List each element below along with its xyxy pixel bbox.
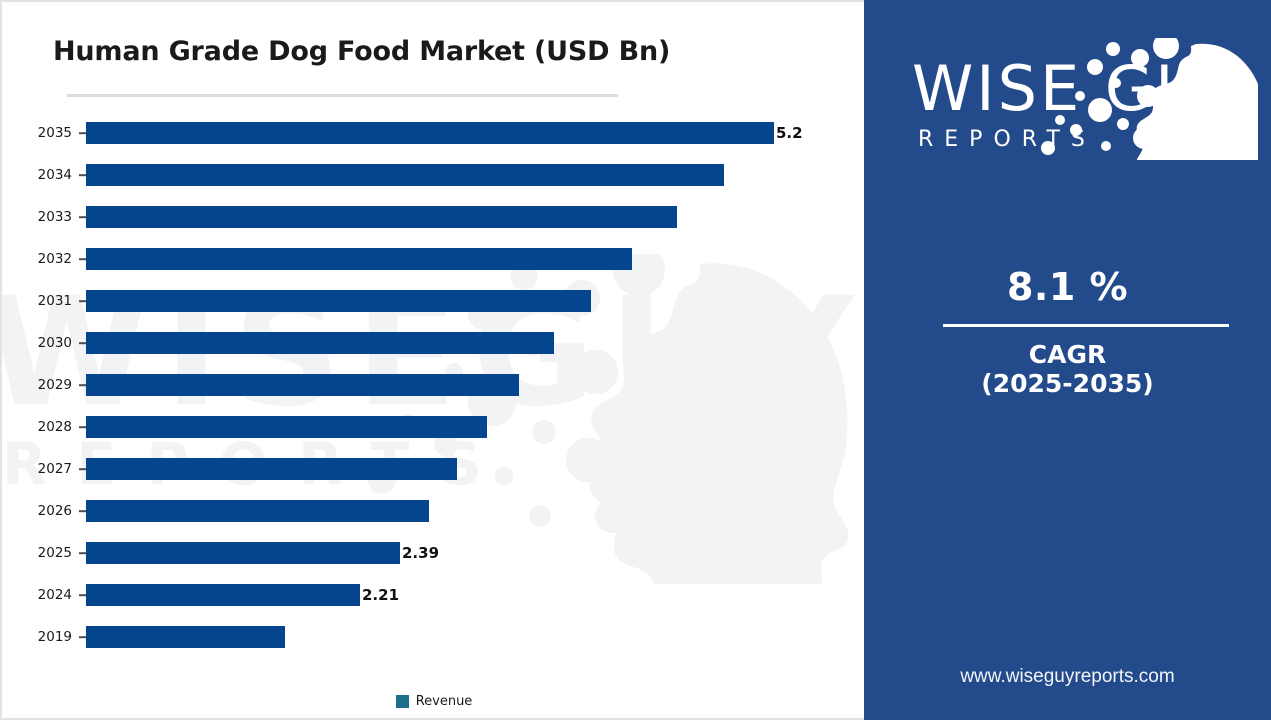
y-axis-tick-label: 2030 (37, 335, 72, 351)
legend-label-revenue: Revenue (415, 694, 473, 709)
wiseguyreports-logo: WISE GUY REPORTS (912, 38, 1258, 160)
bar-revenue-2025 (86, 542, 400, 564)
y-axis-tick-label: 2024 (37, 587, 72, 603)
bar-row: 2028 (2, 406, 864, 448)
y-axis-tick-mark (79, 468, 86, 470)
y-axis-tick-label: 2026 (37, 503, 72, 519)
title-divider (67, 94, 618, 97)
y-axis-tick-label: 2025 (37, 545, 72, 561)
bar-value-label-2024: 2.21 (362, 586, 400, 604)
y-axis-tick-mark (79, 384, 86, 386)
bar-row: 2026 (2, 490, 864, 532)
plot-area: 2035 5.2 2034 2033 2032 2031 2030 2029 2028 2027 2… (2, 112, 864, 664)
bar-row: 2033 (2, 196, 864, 238)
y-axis-tick-mark (79, 342, 86, 344)
y-axis-tick-label: 2027 (37, 461, 72, 477)
y-axis-tick-label: 2031 (37, 293, 72, 309)
bar-row: 2025 2.39 (2, 532, 864, 574)
bar-row: 2024 2.21 (2, 574, 864, 616)
y-axis-tick-label: 2033 (37, 209, 72, 225)
bar-row: 2027 (2, 448, 864, 490)
cagr-label: CAGR (2025-2035) (864, 340, 1271, 398)
bar-revenue-2029 (86, 374, 519, 396)
legend-swatch-revenue (395, 695, 409, 708)
bar-row: 2035 5.2 (2, 112, 864, 154)
y-axis-tick-label: 2032 (37, 251, 72, 267)
y-axis-tick-mark (79, 636, 86, 638)
cagr-value: 8.1 % (1006, 265, 1129, 309)
bar-row: 2031 (2, 280, 864, 322)
bar-value-label-2035: 5.2 (776, 124, 803, 142)
bar-revenue-2026 (86, 500, 429, 522)
cagr-divider (943, 324, 1229, 327)
y-axis-tick-label: 2034 (37, 167, 72, 183)
brand-panel: WISE GUY REPORTS (864, 0, 1271, 720)
bar-row: 2032 (2, 238, 864, 280)
y-axis-tick-mark (79, 132, 86, 134)
y-axis-tick-mark (79, 594, 86, 596)
bar-row: 2034 (2, 154, 864, 196)
svg-text:REPORTS: REPORTS (918, 127, 1096, 152)
y-axis-tick-mark (79, 300, 86, 302)
bar-revenue-2031 (86, 290, 591, 312)
y-axis-tick-mark (79, 552, 86, 554)
y-axis-tick-mark (79, 426, 86, 428)
chart-title: Human Grade Dog Food Market (USD Bn) (53, 36, 671, 67)
y-axis-tick-label: 2019 (37, 629, 72, 645)
bar-revenue-2024 (86, 584, 360, 606)
bar-value-label-2025: 2.39 (402, 544, 440, 562)
bar-revenue-2032 (86, 248, 632, 270)
bar-revenue-2028 (86, 416, 487, 438)
y-axis-tick-label: 2028 (37, 419, 72, 435)
bar-revenue-2034 (86, 164, 724, 186)
chart-legend: Revenue (2, 694, 864, 709)
y-axis-tick-label: 2029 (37, 377, 72, 393)
bar-row: 2019 (2, 616, 864, 658)
bar-revenue-2033 (86, 206, 677, 228)
y-axis-tick-mark (79, 258, 86, 260)
bar-revenue-2019 (86, 626, 285, 648)
y-axis-tick-label: 2035 (37, 125, 72, 141)
cagr-label-line-1: CAGR (1028, 340, 1107, 369)
bar-revenue-2030 (86, 332, 554, 354)
cagr-label-line-2: (2025-2035) (981, 369, 1154, 398)
website-url: www.wiseguyreports.com (960, 666, 1175, 687)
y-axis-tick-mark (79, 174, 86, 176)
bar-revenue-2035 (86, 122, 774, 144)
y-axis-tick-mark (79, 510, 86, 512)
bar-row: 2029 (2, 364, 864, 406)
bar-row: 2030 (2, 322, 864, 364)
y-axis-tick-mark (79, 216, 86, 218)
bar-revenue-2027 (86, 458, 457, 480)
